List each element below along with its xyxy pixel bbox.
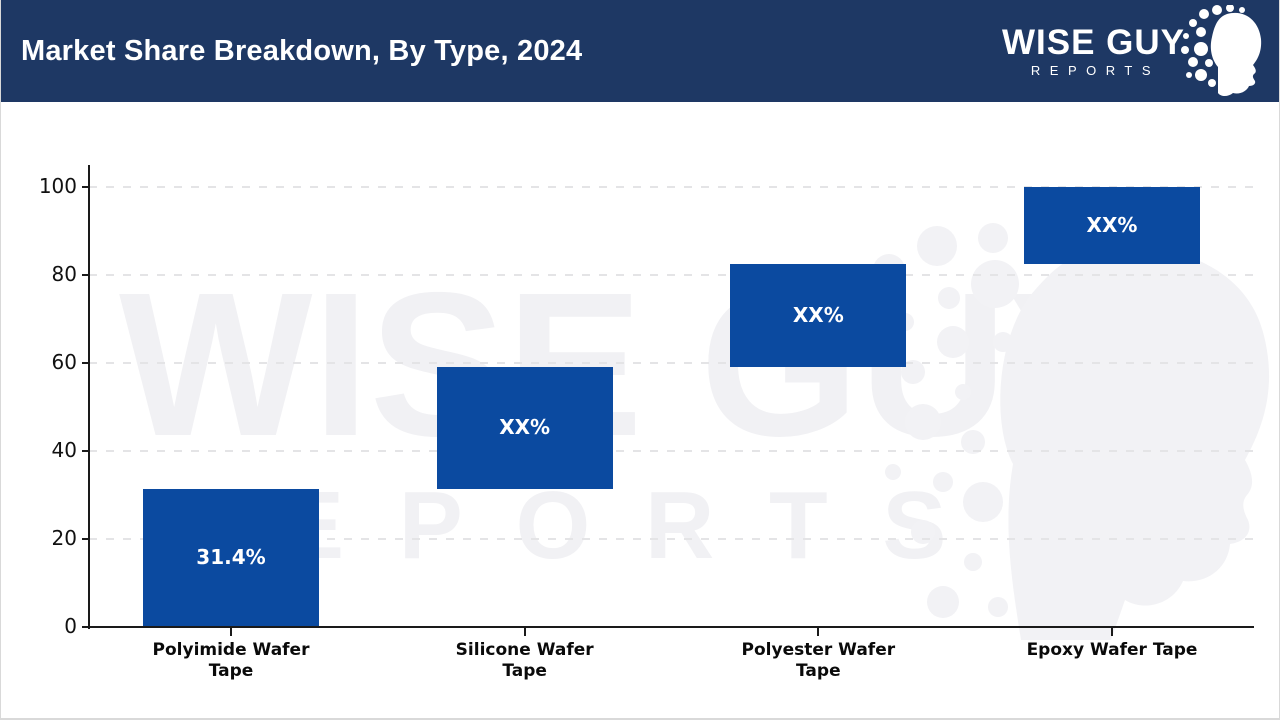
category-label: Polyimide Wafer Tape (116, 640, 346, 681)
gridline (89, 362, 1253, 364)
bar-value-label: XX% (792, 302, 844, 327)
bar-segment (1024, 187, 1200, 264)
y-axis-tick-label: 20 (51, 526, 77, 550)
bar-value-label: 31.4% (196, 544, 266, 569)
x-axis-tick (817, 628, 820, 636)
category-label-line: Tape (502, 660, 547, 681)
category-label-line: Tape (796, 660, 841, 681)
y-axis-tick-label: 60 (51, 350, 77, 374)
gridline (89, 274, 1253, 276)
category-label-line: Epoxy Wafer Tape (1026, 640, 1198, 660)
y-axis-tick-label: 0 (64, 614, 77, 638)
y-axis-tick (82, 450, 89, 452)
y-axis-tick-label: 100 (38, 174, 77, 198)
y-axis-tick-label: 80 (51, 262, 77, 286)
category-label-line: Tape (208, 660, 254, 681)
logo-subtext: REPORTS (1030, 63, 1161, 78)
bar-value-label: XX% (1086, 212, 1138, 237)
category-label: Polyester Wafer Tape (703, 640, 933, 681)
y-axis-tick (82, 274, 89, 276)
bar-segment (730, 264, 907, 368)
category-label: Epoxy Wafer Tape (997, 640, 1227, 661)
x-axis-tick (1111, 628, 1113, 636)
gridline (89, 538, 1253, 540)
y-axis-spine (88, 165, 90, 629)
y-axis-tick (82, 362, 89, 364)
gridline (89, 186, 1253, 188)
page-title: Market Share Breakdown, By Type, 2024 (21, 34, 583, 67)
x-axis-line (87, 626, 1254, 628)
y-axis-tick (82, 538, 89, 540)
category-label-line: Polyimide Wafer (152, 640, 310, 660)
bar-segment (143, 488, 319, 627)
gridline (89, 450, 1253, 452)
watermark-head-icon (873, 223, 1270, 640)
logo-wordmark: WISE GUY (1001, 23, 1185, 62)
bar-value-label: XX% (499, 415, 551, 440)
y-axis-tick (82, 626, 89, 628)
category-label-line: Polyester Wafer (741, 640, 896, 660)
header-bar: Market Share Breakdown, By Type, 2024 WI… (1, 0, 1279, 102)
category-label-line: Silicone Wafer (455, 640, 594, 660)
x-axis-tick (523, 628, 526, 636)
logo-text: WISE GUY REPORTS (1002, 25, 1185, 77)
wise-guy-logo: WISE GUY REPORTS (1002, 5, 1265, 97)
x-axis-tick (230, 628, 232, 636)
bar-segment (436, 367, 613, 489)
y-axis-tick-label: 40 (51, 438, 77, 462)
logo-head-icon (1181, 5, 1262, 96)
y-axis-tick (82, 186, 89, 188)
category-label: Silicone Wafer Tape (410, 640, 640, 681)
